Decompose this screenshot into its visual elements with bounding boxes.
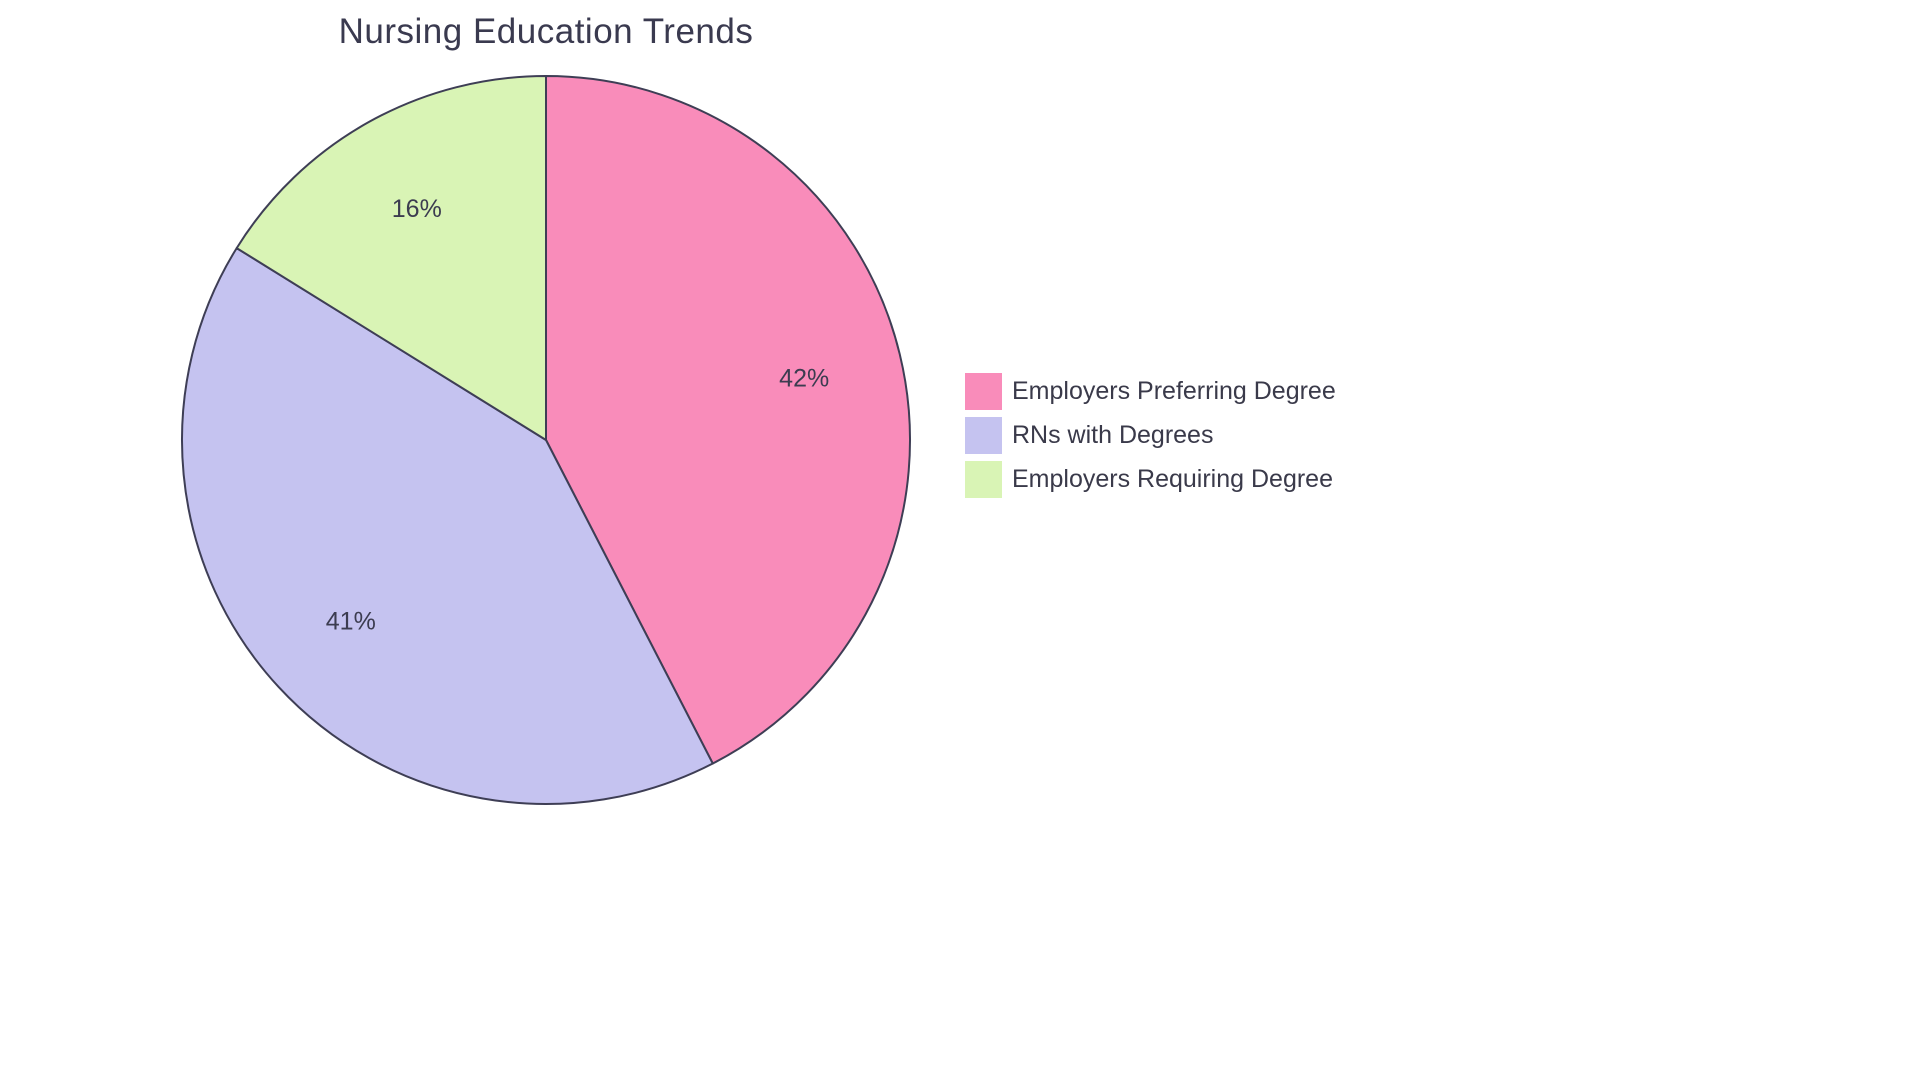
slice-percent-label-2: 16% [392, 195, 442, 223]
legend-swatch-purple [965, 417, 1002, 454]
legend: Employers Preferring Degree RNs with Deg… [965, 373, 1336, 498]
legend-item-rns-with-degrees: RNs with Degrees [965, 417, 1336, 454]
legend-label: Employers Preferring Degree [1012, 377, 1336, 405]
legend-item-employers-requiring-degree: Employers Requiring Degree [965, 461, 1336, 498]
slice-percent-label-0: 42% [779, 364, 829, 392]
pie-slice-0 [545, 75, 911, 765]
legend-item-employers-preferring-degree: Employers Preferring Degree [965, 373, 1336, 410]
pie-slice-2 [235, 75, 547, 441]
legend-swatch-green [965, 461, 1002, 498]
pie-slice-1 [181, 247, 714, 806]
slice-percent-label-1: 41% [326, 607, 376, 635]
chart-title: Nursing Education Trends [338, 12, 754, 51]
legend-swatch-pink [965, 373, 1002, 410]
legend-label: Employers Requiring Degree [1012, 465, 1333, 493]
legend-label: RNs with Degrees [1012, 421, 1214, 449]
